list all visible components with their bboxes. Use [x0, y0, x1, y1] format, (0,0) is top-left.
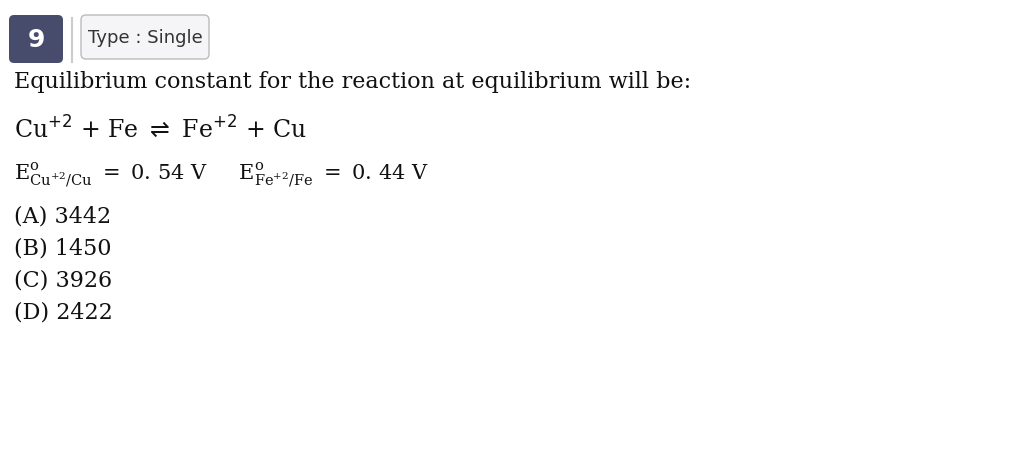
Text: (C) 3926: (C) 3926	[14, 269, 112, 291]
Text: 9: 9	[28, 28, 45, 52]
Text: Type : Single: Type : Single	[88, 29, 203, 47]
Text: $\mathregular{E^o_{Cu^{+2}/Cu}}$ $=$ 0. 54 V     $\mathregular{E^o_{Fe^{+2}/Fe}}: $\mathregular{E^o_{Cu^{+2}/Cu}}$ $=$ 0. …	[14, 161, 429, 190]
Text: Equilibrium constant for the reaction at equilibrium will be:: Equilibrium constant for the reaction at…	[14, 71, 691, 93]
FancyBboxPatch shape	[9, 16, 63, 64]
Text: (A) 3442: (A) 3442	[14, 206, 112, 228]
FancyBboxPatch shape	[81, 16, 209, 60]
Text: (B) 1450: (B) 1450	[14, 238, 112, 259]
Text: Cu$^{+2}$ + Fe $\rightleftharpoons$ Fe$^{+2}$ + Cu: Cu$^{+2}$ + Fe $\rightleftharpoons$ Fe$^…	[14, 116, 306, 142]
Text: (D) 2422: (D) 2422	[14, 301, 113, 324]
